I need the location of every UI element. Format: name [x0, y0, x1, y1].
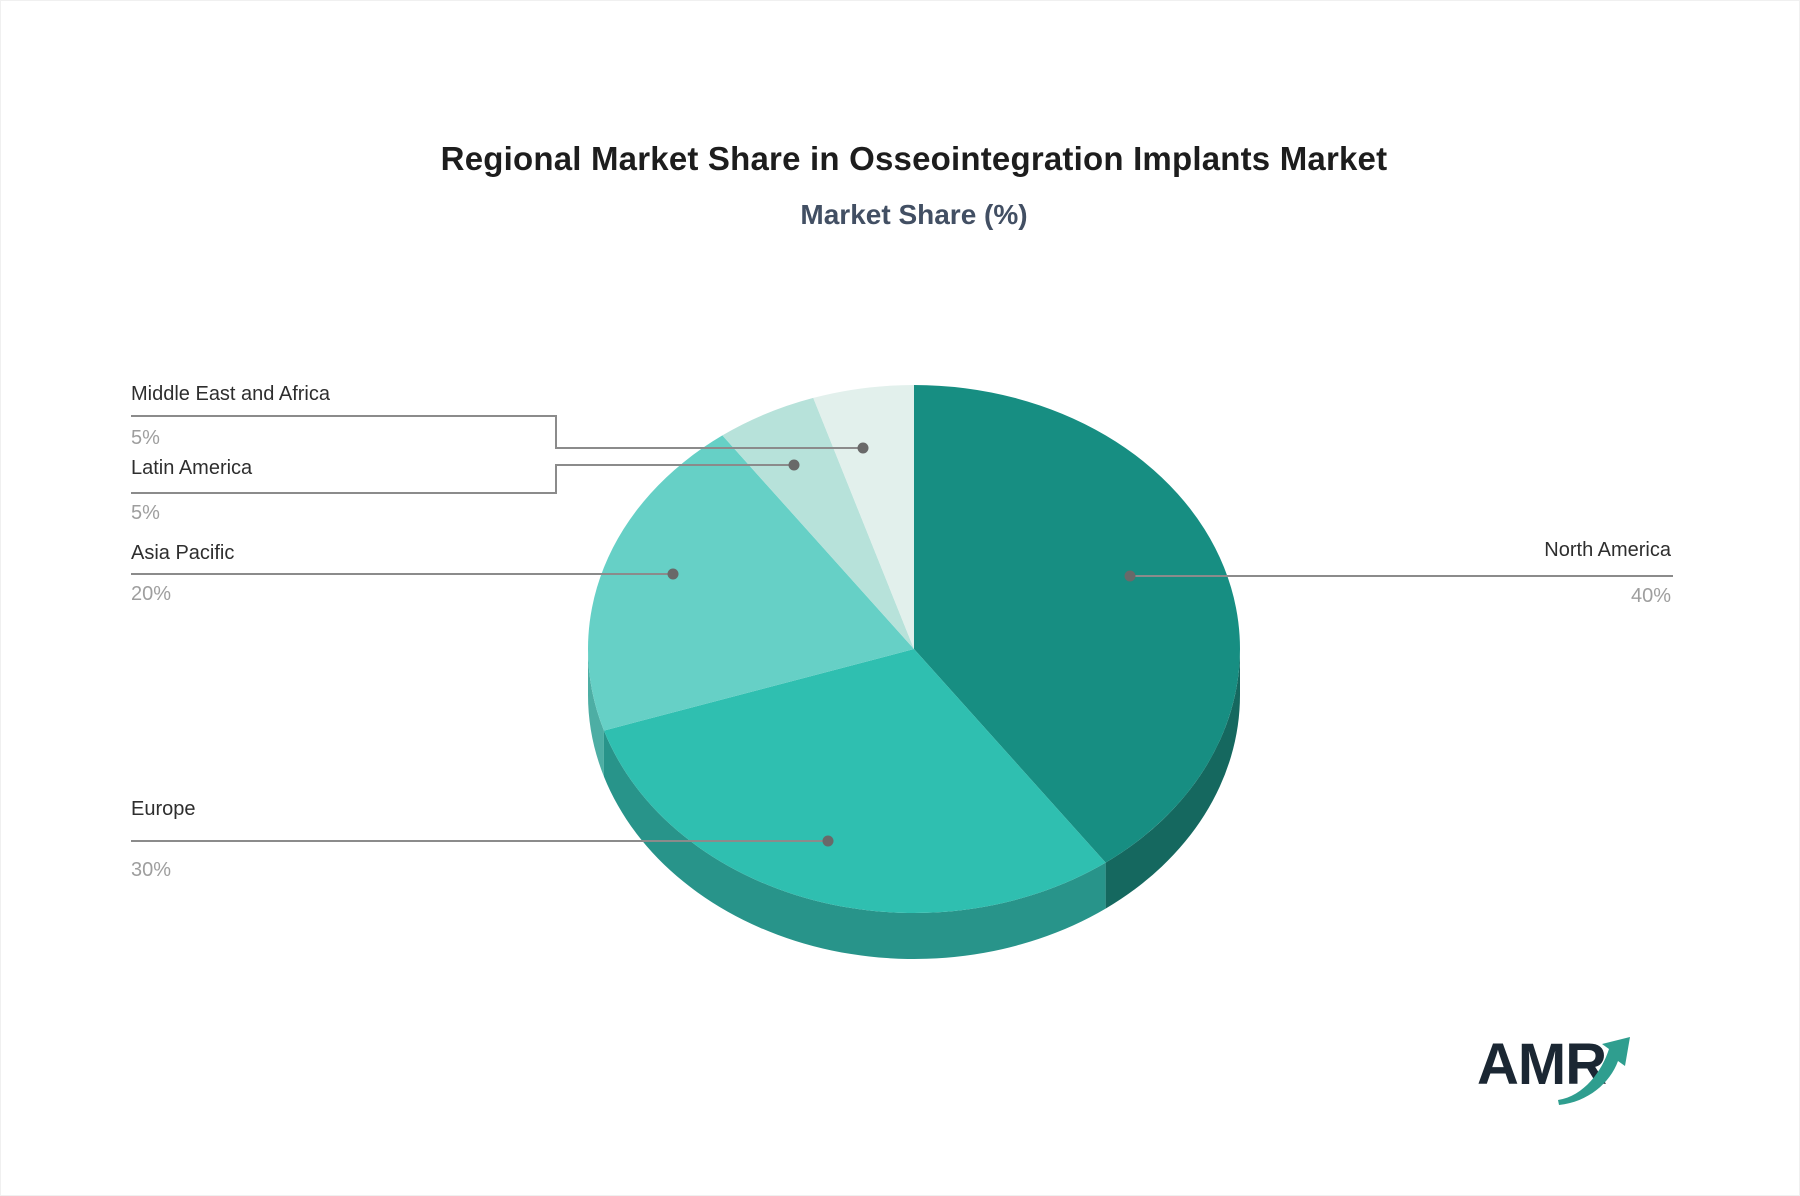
pie-slice-middle-east-and-africa[interactable]: [813, 385, 914, 649]
callout-value-north-america: 40%: [1630, 585, 1671, 607]
connector-dot-asia-pacific: [667, 568, 679, 580]
callout-value-middle-east-and-africa: 5%: [131, 427, 160, 449]
pie-slice-europe[interactable]: [603, 649, 1106, 914]
connector-dot-middle-east-and-africa: [857, 442, 869, 454]
callout-label-latin-america: Latin America: [131, 457, 253, 479]
logo-growth-arrow-icon: [1558, 1037, 1630, 1105]
connector-dot-europe: [822, 835, 834, 847]
connector-dot-north-america: [1124, 570, 1136, 582]
chart-title: Regional Market Share in Osseointegratio…: [440, 140, 1388, 177]
callout-value-europe: 30%: [131, 859, 172, 881]
callout-label-north-america: North America: [1544, 539, 1671, 561]
amr-logo: AMR: [1477, 1030, 1697, 1120]
pie-slice-latin-america[interactable]: [722, 397, 914, 649]
callout-value-latin-america: 5%: [131, 502, 160, 524]
callout-label-asia-pacific: Asia Pacific: [131, 542, 235, 564]
callout-label-europe: Europe: [131, 798, 196, 820]
pie-slice-asia-pacific[interactable]: [587, 435, 914, 731]
chart-subtitle: Market Share (%): [800, 199, 1028, 230]
pie-slice-europe-side: [603, 730, 1106, 960]
amr-logo-text: AMR: [1477, 1032, 1607, 1097]
pie-slice-north-america[interactable]: [914, 385, 1241, 863]
callout-label-middle-east-and-africa: Middle East and Africa: [131, 383, 330, 405]
callout-value-asia-pacific: 20%: [131, 583, 172, 605]
pie-slice-north-america-side: [1105, 649, 1240, 909]
connector-latin-america: [131, 464, 794, 494]
pie-slice-asia-pacific-side: [588, 649, 604, 777]
connector-dot-latin-america: [788, 459, 800, 471]
connector-middle-east-and-africa: [131, 415, 863, 449]
